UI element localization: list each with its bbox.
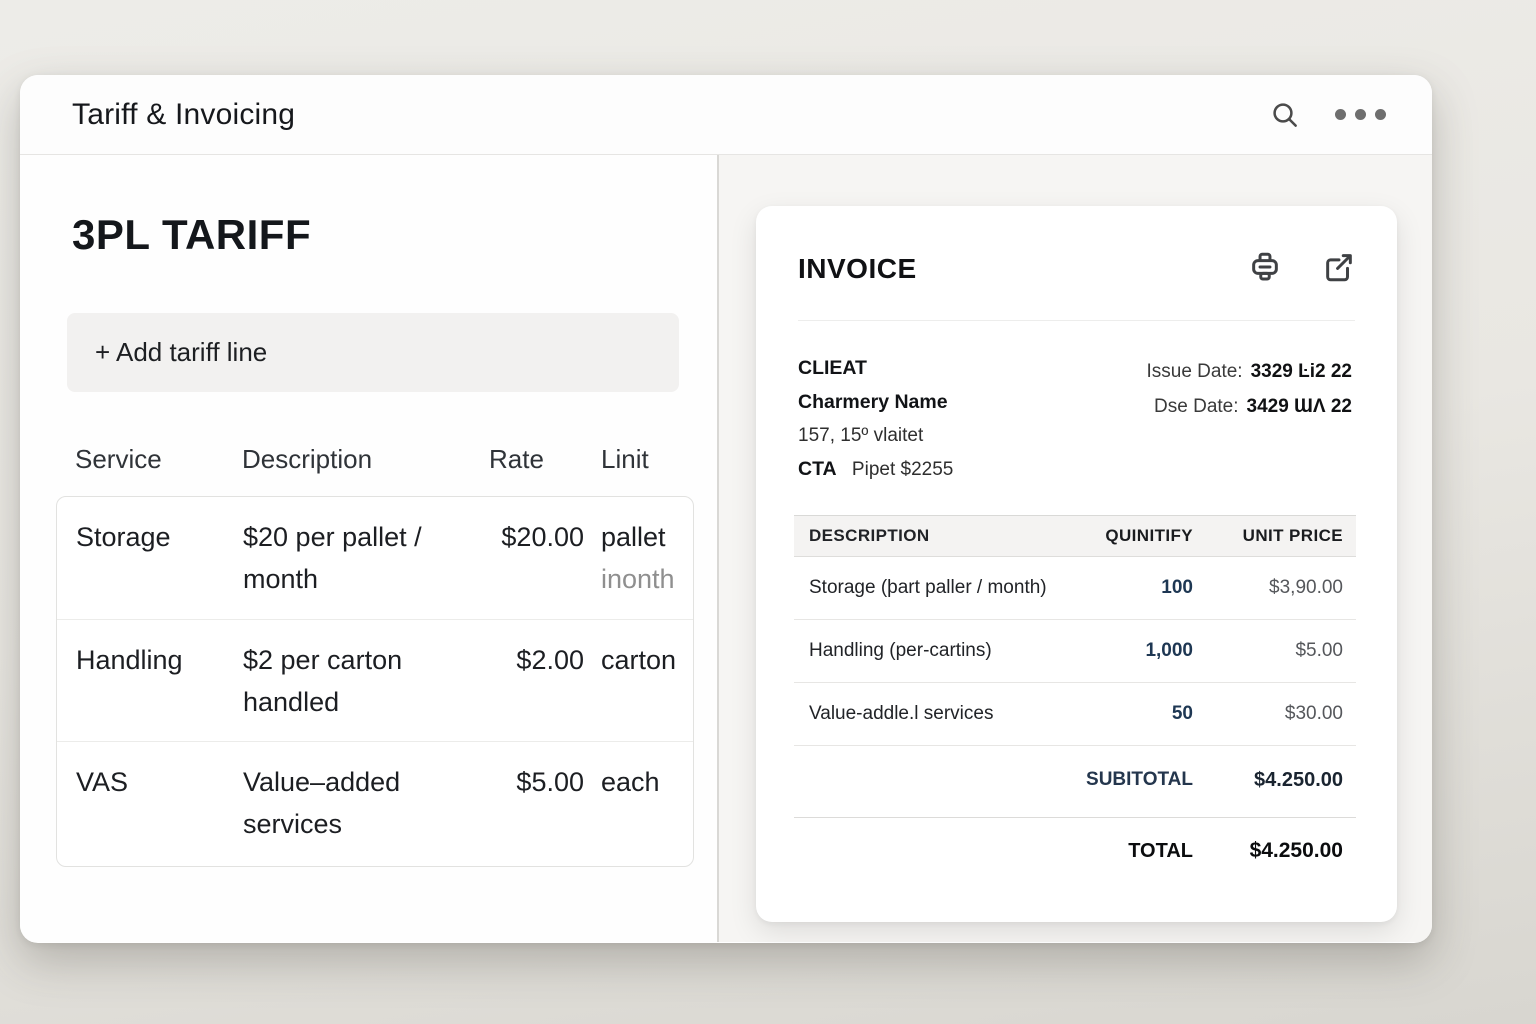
due-date-value: 3429 ƜΛ 22 <box>1246 396 1352 417</box>
line-unit-price: $3,90.00 <box>1269 577 1343 598</box>
column-header-rate: Rate <box>489 444 544 474</box>
tariff-description: $2 per carton handled <box>243 644 403 717</box>
external-link-icon <box>1322 250 1356 284</box>
invoice-line-handling: Handling (per-cartins) 1,000 $5.00 <box>794 620 1356 683</box>
invoice-panel: INVOICE <box>719 155 1432 942</box>
client-label: CLIEAT <box>798 357 867 379</box>
column-header-description: DESCRIPTION <box>809 526 930 545</box>
total-row: TOTAL $4.250.00 <box>794 828 1356 874</box>
search-button[interactable] <box>1269 99 1301 131</box>
total-label: TOTAL <box>1128 839 1193 862</box>
tariff-table: Storage $20 per pallet / month $20.00 pa… <box>56 496 694 867</box>
invoice-line-vas: Value-addle.l services 50 $30.00 <box>794 683 1356 746</box>
total-value: $4.250.00 <box>1249 839 1343 862</box>
client-cta-line: CTA Pipet $2255 <box>798 453 953 487</box>
tariff-rate: $2.00 <box>516 644 584 675</box>
issue-date-label: Issue Date: <box>1146 361 1243 382</box>
client-block: CLIEAT Charmery Name 157, 15º vlaitet CT… <box>798 352 953 486</box>
line-quantity: 1,000 <box>1145 640 1193 661</box>
column-header-unit-price: UNIT PRICE <box>1242 526 1343 545</box>
invoice-header-divider <box>798 320 1355 321</box>
line-quantity: 100 <box>1161 577 1193 598</box>
total-divider <box>794 817 1356 818</box>
tariff-service: Storage <box>76 522 171 552</box>
subtotal-row: SUBITOTAL $4.250.00 <box>794 757 1356 803</box>
issue-date-line: Issue Date: 3329 Ŀi2 22 <box>1146 354 1352 389</box>
tariff-service: Handling <box>76 644 183 675</box>
invoice-table-header: DESCRIPTION QUINITIFY UNIT PRICE <box>794 515 1356 557</box>
invoice-title: INVOICE <box>798 253 917 284</box>
tariff-row-storage[interactable]: Storage $20 per pallet / month $20.00 pa… <box>57 497 693 619</box>
share-button[interactable] <box>1322 250 1356 284</box>
tariff-description: $20 per pallet / month <box>243 522 422 594</box>
subtotal-value: $4.250.00 <box>1254 768 1343 791</box>
subtotal-label: SUBITOTAL <box>1086 769 1193 790</box>
tariff-description: Value–added services <box>243 767 401 840</box>
print-button[interactable] <box>1248 250 1282 284</box>
column-header-description: Description <box>242 444 373 474</box>
issue-date-value: 3329 Ŀi2 22 <box>1250 361 1352 382</box>
line-description: Value-addle.l services <box>809 703 994 724</box>
due-date-line: Dse Date: 3429 ƜΛ 22 <box>1146 389 1352 424</box>
invoice-card: INVOICE <box>756 206 1397 922</box>
tariff-limit: each <box>601 767 660 798</box>
tariff-service: VAS <box>76 767 129 798</box>
search-icon <box>1269 99 1301 131</box>
tariff-row-handling[interactable]: Handling $2 per carton handled $2.00 car… <box>57 618 693 742</box>
tariff-limit-secondary: inonth <box>601 563 675 594</box>
line-quantity: 50 <box>1171 703 1193 724</box>
column-header-quantity: QUINITIFY <box>1105 526 1193 545</box>
line-description: Handling (per-cartins) <box>809 640 992 661</box>
client-address: 157, 15º vlaitet <box>798 425 924 446</box>
line-unit-price: $5.00 <box>1295 640 1343 661</box>
dates-block: Issue Date: 3329 Ŀi2 22 Dse Date: 3429 ƜΛ … <box>1146 354 1352 424</box>
tariff-panel: 3PL TARIFF + Add tariff line Service Des… <box>20 155 719 942</box>
client-name: Charmery Name <box>798 390 948 413</box>
invoice-table: DESCRIPTION QUINITIFY UNIT PRICE Storage… <box>794 515 1356 746</box>
app-window: Tariff & Invoicing <box>20 75 1432 943</box>
column-header-service: Service <box>75 444 162 474</box>
tariff-rate: $20.00 <box>501 522 584 552</box>
line-unit-price: $30.00 <box>1284 703 1343 724</box>
window-body: 3PL TARIFF + Add tariff line Service Des… <box>20 155 1432 942</box>
due-date-label: Dse Date: <box>1154 396 1239 417</box>
client-cta-label: CTA <box>798 457 837 480</box>
page-title: Tariff & Invoicing <box>72 97 296 131</box>
invoice-line-storage: Storage (þart paller / month) 100 $3,90.… <box>794 557 1356 620</box>
tariff-rate: $5.00 <box>516 767 584 798</box>
tariff-limit: carton <box>601 644 677 675</box>
printer-icon <box>1248 250 1282 284</box>
ellipsis-icon <box>1335 109 1386 120</box>
add-tariff-line-button[interactable]: + Add tariff line <box>67 313 679 392</box>
client-cta-value: Pipet $2255 <box>851 458 954 480</box>
invoice-actions <box>1248 250 1356 284</box>
top-bar: Tariff & Invoicing <box>20 75 1432 155</box>
topbar-actions <box>1269 99 1386 131</box>
tariff-limit: pallet inonth <box>584 517 693 601</box>
tariff-row-vas[interactable]: VAS Value–added services $5.00 each <box>57 741 693 864</box>
tariff-title: 3PL TARIFF <box>72 211 312 258</box>
more-options-button[interactable] <box>1335 109 1386 120</box>
line-description: Storage (þart paller / month) <box>809 577 1047 598</box>
column-header-limit: Linit <box>601 444 649 474</box>
